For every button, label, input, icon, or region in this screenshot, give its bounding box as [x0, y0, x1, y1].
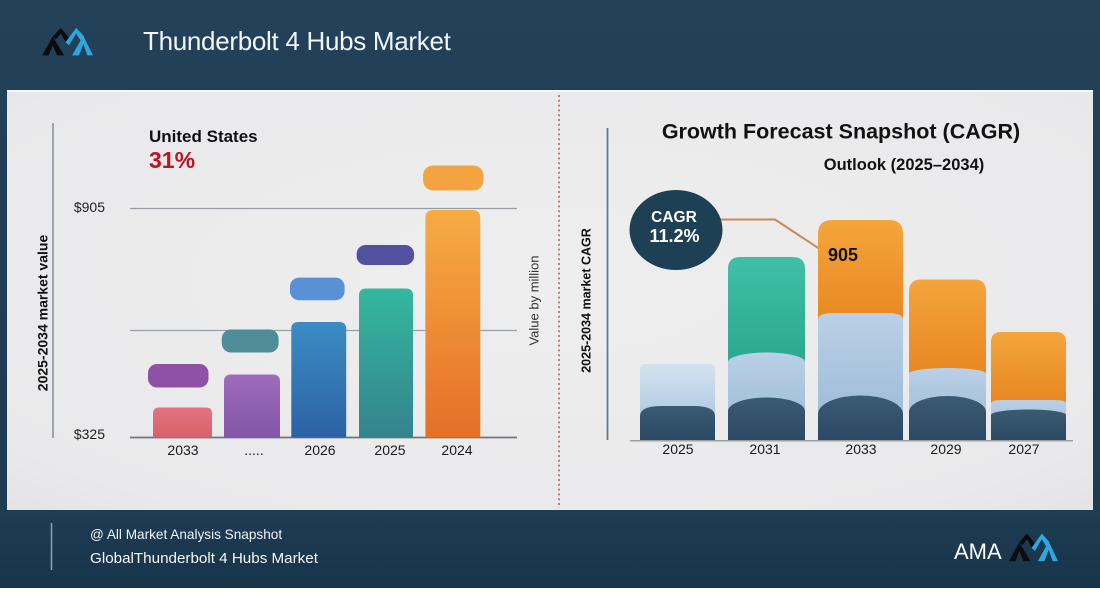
svg-text:2025: 2025 — [374, 442, 405, 458]
svg-text:Value by million: Value by million — [527, 255, 542, 345]
svg-text:United States: United States — [149, 127, 258, 146]
svg-text:.....: ..... — [244, 442, 263, 458]
svg-text:2024: 2024 — [441, 442, 472, 458]
svg-text:2033: 2033 — [845, 441, 876, 457]
svg-text:2025-2034 market value: 2025-2034 market value — [35, 235, 51, 392]
svg-text:$325: $325 — [74, 426, 105, 442]
svg-text:2025: 2025 — [662, 441, 693, 457]
svg-text:905: 905 — [828, 245, 858, 265]
svg-text:@ All Market Analysis Snapshot: @ All Market Analysis Snapshot — [90, 527, 282, 542]
svg-text:11.2%: 11.2% — [649, 226, 699, 246]
svg-text:2025-2034 market CAGR: 2025-2034 market CAGR — [580, 228, 594, 373]
svg-text:Growth Forecast Snapshot (CAGR: Growth Forecast Snapshot (CAGR) — [662, 120, 1020, 144]
svg-text:2027: 2027 — [1008, 441, 1039, 457]
svg-text:GlobalThunderbolt 4 Hubs Marke: GlobalThunderbolt 4 Hubs Market — [90, 550, 319, 567]
svg-text:2026: 2026 — [304, 442, 335, 458]
svg-text:$905: $905 — [74, 199, 105, 215]
svg-text:2031: 2031 — [749, 441, 780, 457]
svg-text:31%: 31% — [149, 147, 195, 173]
svg-text:AMA: AMA — [954, 539, 1002, 564]
svg-text:2029: 2029 — [930, 441, 961, 457]
svg-text:CAGR: CAGR — [651, 209, 697, 226]
svg-text:2033: 2033 — [167, 442, 198, 458]
svg-text:Thunderbolt 4 Hubs Market: Thunderbolt 4 Hubs Market — [143, 26, 452, 56]
svg-text:Outlook (2025–2034): Outlook (2025–2034) — [824, 156, 985, 174]
